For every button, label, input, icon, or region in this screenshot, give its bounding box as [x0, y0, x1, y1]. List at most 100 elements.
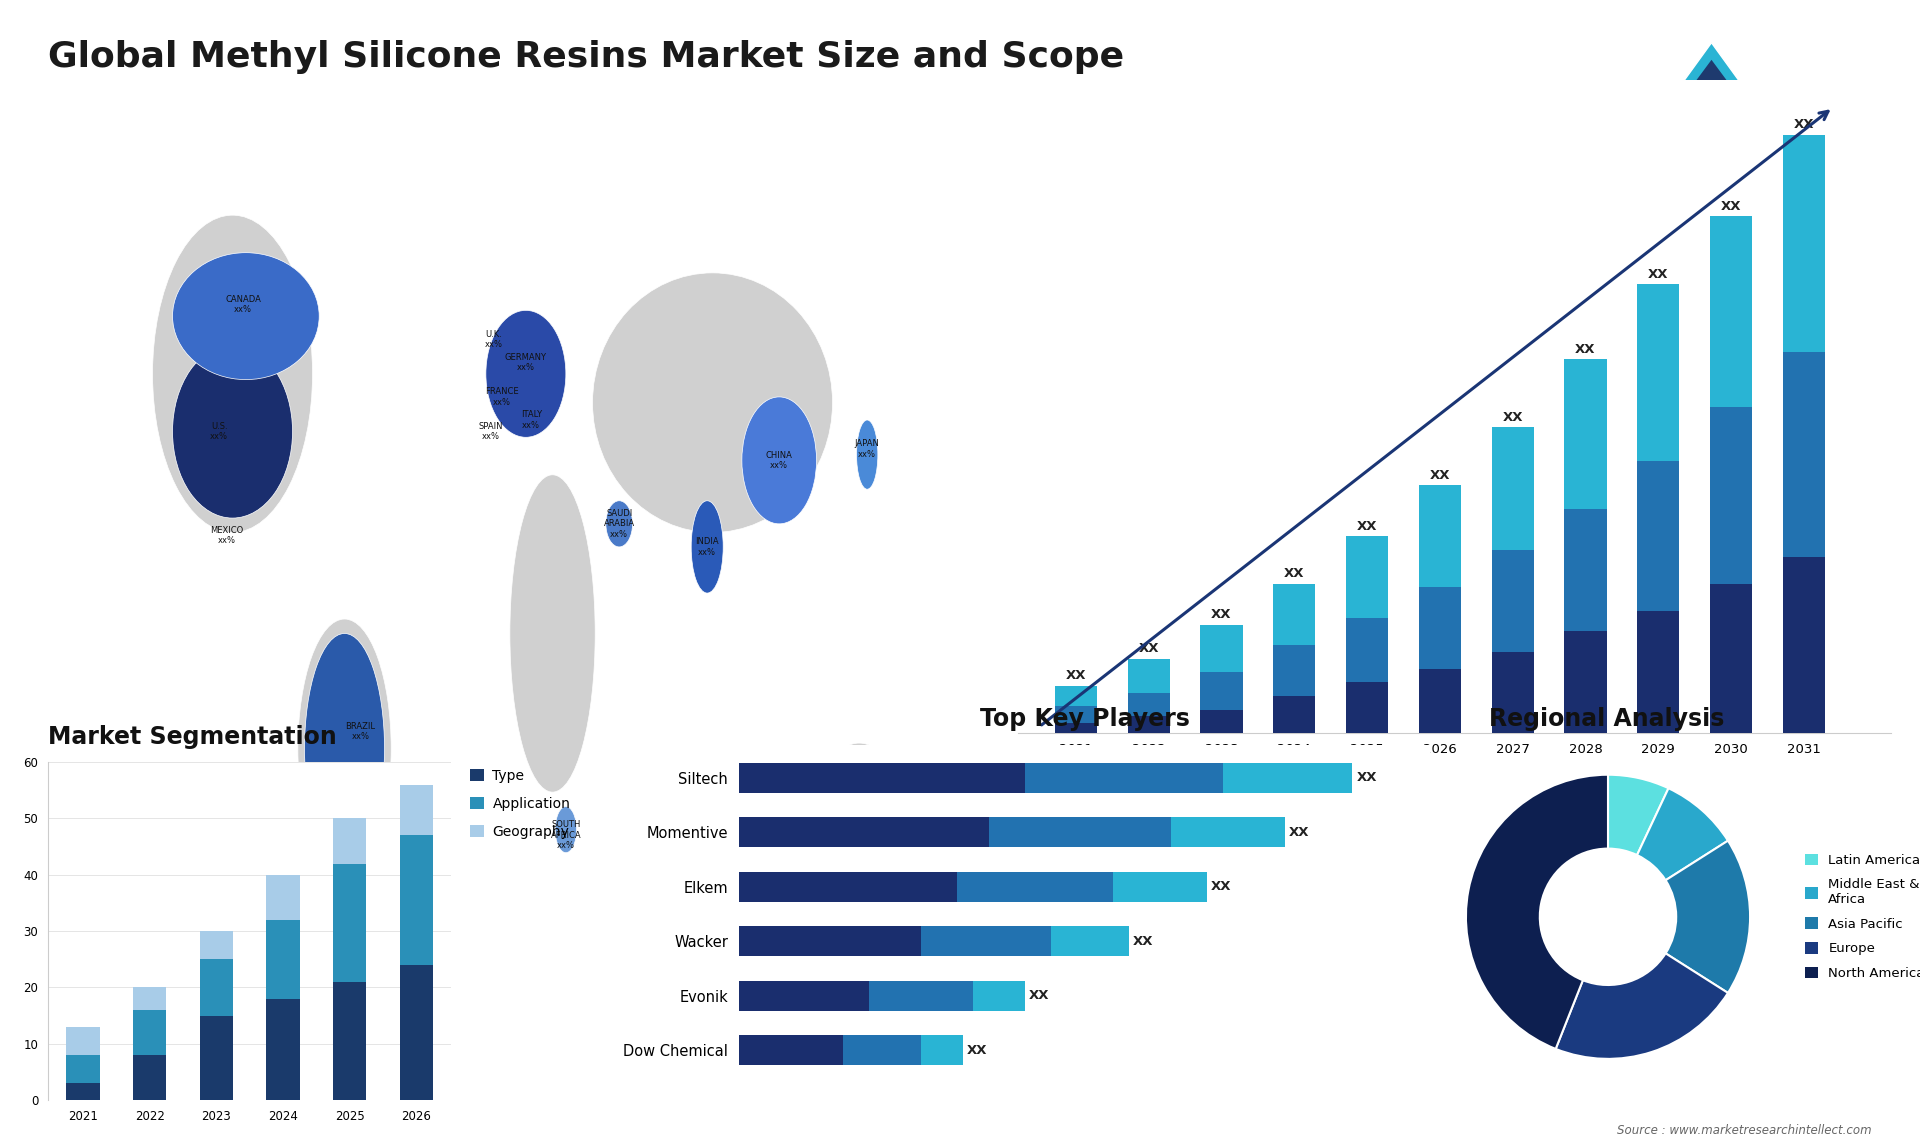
- Bar: [1711, 583, 1753, 733]
- Bar: [922, 1035, 962, 1066]
- Text: FRANCE
xx%: FRANCE xx%: [486, 387, 518, 407]
- Bar: [1025, 762, 1223, 793]
- Bar: [332, 818, 367, 864]
- Bar: [1273, 696, 1315, 733]
- Text: XX: XX: [1284, 567, 1304, 580]
- Bar: [739, 1035, 843, 1066]
- Bar: [399, 785, 432, 835]
- Bar: [1346, 618, 1388, 682]
- Text: SOUTH
AFRICA
xx%: SOUTH AFRICA xx%: [551, 821, 582, 850]
- Bar: [1638, 284, 1680, 461]
- Ellipse shape: [856, 419, 877, 489]
- Bar: [739, 817, 989, 847]
- Ellipse shape: [511, 474, 595, 792]
- Bar: [332, 864, 367, 982]
- Text: XX: XX: [1133, 935, 1154, 948]
- Text: XX: XX: [1574, 343, 1596, 355]
- Bar: [739, 926, 922, 956]
- Bar: [843, 1035, 922, 1066]
- Bar: [1200, 625, 1242, 673]
- Bar: [1273, 583, 1315, 645]
- Ellipse shape: [555, 807, 576, 853]
- Bar: [1784, 134, 1824, 353]
- Text: Global Methyl Silicone Resins Market Size and Scope: Global Methyl Silicone Resins Market Siz…: [48, 40, 1123, 74]
- Bar: [200, 959, 232, 1015]
- Bar: [1114, 872, 1208, 902]
- Polygon shape: [1655, 60, 1766, 135]
- Bar: [1200, 709, 1242, 733]
- Text: XX: XX: [1720, 199, 1741, 213]
- Text: XX: XX: [1793, 118, 1814, 132]
- Bar: [132, 1010, 167, 1055]
- Legend: Type, Application, Geography: Type, Application, Geography: [470, 769, 570, 839]
- Bar: [739, 762, 1025, 793]
- Bar: [67, 1083, 100, 1100]
- Text: XX: XX: [1288, 825, 1309, 839]
- Text: CANADA
xx%: CANADA xx%: [225, 295, 261, 314]
- Bar: [200, 1015, 232, 1100]
- Text: MARKET: MARKET: [1795, 55, 1843, 65]
- Bar: [739, 981, 870, 1011]
- Bar: [1565, 631, 1607, 733]
- Legend: Latin America, Middle East &
Africa, Asia Pacific, Europe, North America: Latin America, Middle East & Africa, Asi…: [1799, 848, 1920, 986]
- Ellipse shape: [741, 397, 816, 524]
- Bar: [1127, 692, 1169, 716]
- Text: BRAZIL
xx%: BRAZIL xx%: [346, 722, 376, 741]
- Text: XX: XX: [1501, 410, 1523, 424]
- Bar: [1171, 817, 1284, 847]
- Polygon shape: [1645, 42, 1778, 135]
- Bar: [1054, 685, 1096, 706]
- Bar: [332, 982, 367, 1100]
- Bar: [67, 1055, 100, 1083]
- Bar: [922, 926, 1050, 956]
- Text: XX: XX: [1029, 989, 1050, 1003]
- Text: XX: XX: [1357, 519, 1377, 533]
- Text: JAPAN
xx%: JAPAN xx%: [854, 439, 879, 458]
- Text: U.K.
xx%: U.K. xx%: [486, 330, 503, 348]
- Wedge shape: [1638, 788, 1728, 880]
- Bar: [267, 920, 300, 998]
- Ellipse shape: [486, 311, 566, 438]
- Ellipse shape: [691, 501, 724, 594]
- Wedge shape: [1555, 953, 1728, 1059]
- Bar: [1638, 611, 1680, 733]
- Bar: [132, 1055, 167, 1100]
- Bar: [1565, 509, 1607, 631]
- Bar: [1346, 536, 1388, 618]
- Text: XX: XX: [1647, 268, 1668, 281]
- Bar: [200, 931, 232, 959]
- Bar: [399, 835, 432, 965]
- Bar: [1711, 407, 1753, 583]
- Ellipse shape: [152, 215, 313, 533]
- Bar: [132, 988, 167, 1010]
- Wedge shape: [1607, 775, 1668, 855]
- Bar: [989, 817, 1171, 847]
- Text: XX: XX: [968, 1044, 987, 1057]
- Bar: [958, 872, 1114, 902]
- Text: XX: XX: [1139, 642, 1160, 656]
- Bar: [1200, 673, 1242, 709]
- Bar: [1223, 762, 1352, 793]
- Bar: [1127, 716, 1169, 733]
- Bar: [267, 874, 300, 920]
- Bar: [1638, 461, 1680, 611]
- Text: XX: XX: [1430, 469, 1450, 481]
- Text: GERMANY
xx%: GERMANY xx%: [505, 353, 547, 372]
- Ellipse shape: [607, 501, 632, 547]
- Text: SPAIN
xx%: SPAIN xx%: [478, 422, 503, 441]
- Bar: [1127, 659, 1169, 692]
- Text: ARGENTINA
xx%: ARGENTINA xx%: [301, 866, 351, 886]
- Text: XX: XX: [1212, 880, 1231, 893]
- Bar: [1711, 217, 1753, 407]
- Wedge shape: [1665, 841, 1751, 992]
- Text: ITALY
xx%: ITALY xx%: [520, 410, 541, 430]
- Bar: [973, 981, 1025, 1011]
- Text: INDIA
xx%: INDIA xx%: [695, 537, 718, 557]
- Ellipse shape: [173, 345, 292, 518]
- Text: Market Segmentation: Market Segmentation: [48, 725, 336, 749]
- Ellipse shape: [820, 743, 899, 870]
- Ellipse shape: [298, 619, 392, 879]
- Bar: [739, 872, 958, 902]
- Bar: [1050, 926, 1129, 956]
- Bar: [1784, 353, 1824, 557]
